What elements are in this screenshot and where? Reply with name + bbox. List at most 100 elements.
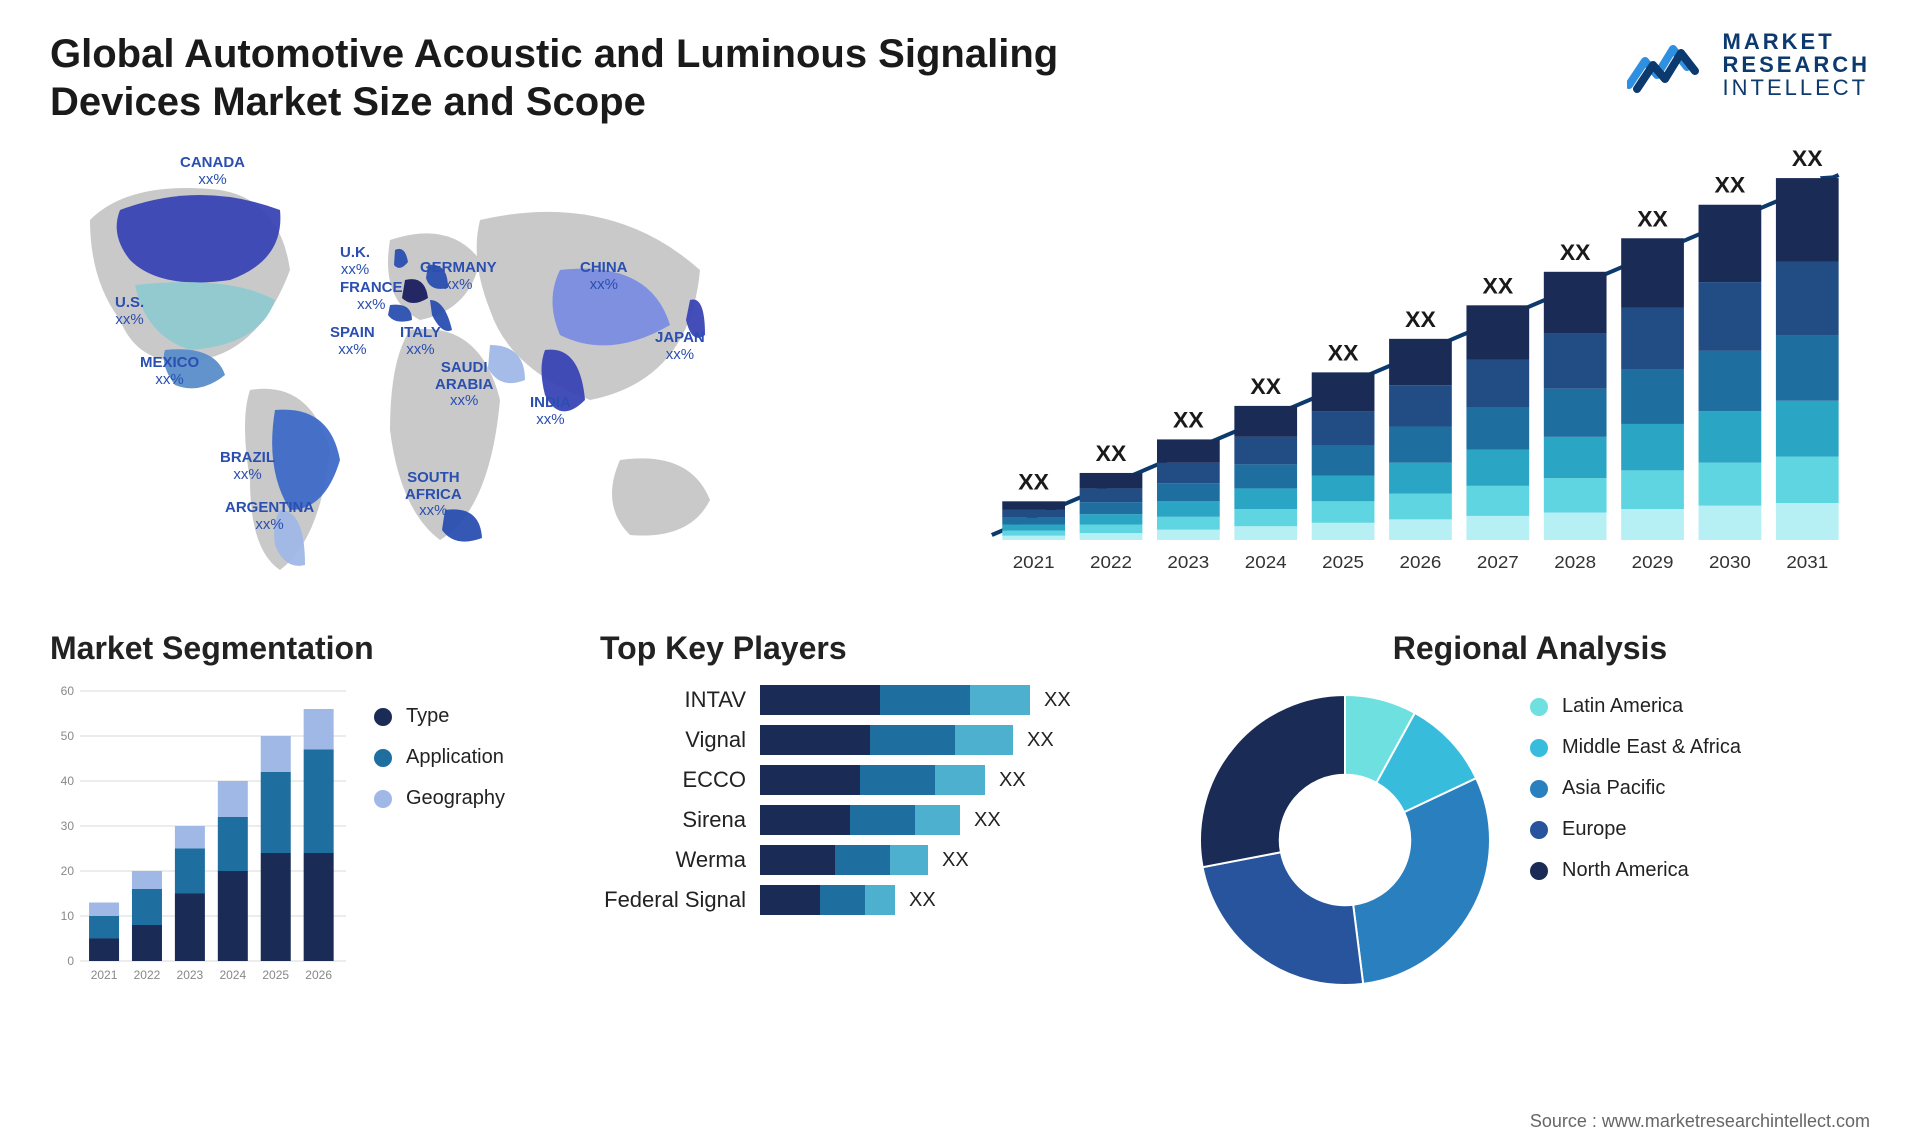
market-size-bar-chart: XX 2021 XX 2022 XX 2023 XX 2024 XX 2025 XX 2026 XX 20… <box>950 150 1870 580</box>
player-row: Federal Signal XX <box>600 885 1160 915</box>
svg-text:XX: XX <box>1173 408 1204 432</box>
player-value: XX <box>1044 689 1071 712</box>
svg-text:2022: 2022 <box>1090 551 1132 572</box>
svg-text:30: 30 <box>61 819 75 833</box>
svg-text:XX: XX <box>1560 240 1591 264</box>
regional-title: Regional Analysis <box>1190 630 1870 667</box>
svg-text:20: 20 <box>61 864 75 878</box>
players-title: Top Key Players <box>600 630 1160 667</box>
svg-text:0: 0 <box>67 954 74 968</box>
player-bar <box>760 685 1030 715</box>
player-row: Sirena XX <box>600 805 1160 835</box>
svg-text:XX: XX <box>1096 441 1127 465</box>
svg-text:2023: 2023 <box>1167 551 1209 572</box>
player-row: Vignal XX <box>600 725 1160 755</box>
svg-text:50: 50 <box>61 729 75 743</box>
svg-text:XX: XX <box>1018 470 1049 494</box>
map-region-label: U.K.xx% <box>340 245 370 278</box>
player-bar <box>760 885 895 915</box>
legend-item: Asia Pacific <box>1530 777 1741 800</box>
page-title: Global Automotive Acoustic and Luminous … <box>50 30 1150 126</box>
map-region-label: SOUTHAFRICAxx% <box>405 470 462 520</box>
world-map-chart: CANADAxx% U.S.xx% MEXICOxx% BRAZILxx% ARGENT… <box>50 150 910 580</box>
player-value: XX <box>1027 729 1054 752</box>
player-bar <box>760 725 1013 755</box>
map-region-label: SPAINxx% <box>330 325 375 358</box>
player-name: Sirena <box>600 807 760 833</box>
player-value: XX <box>942 849 969 872</box>
player-name: Vignal <box>600 727 760 753</box>
svg-text:2022: 2022 <box>134 968 161 982</box>
legend-item: Middle East & Africa <box>1530 736 1741 759</box>
market-segmentation-panel: Market Segmentation 0 10 20 30 40 50 60 2021 202… <box>50 630 570 985</box>
map-region-label: JAPANxx% <box>655 330 705 363</box>
svg-text:2027: 2027 <box>1477 551 1519 572</box>
source-attribution: Source : www.marketresearchintellect.com <box>1530 1111 1870 1132</box>
map-region-label: CHINAxx% <box>580 260 628 293</box>
svg-text:XX: XX <box>1405 307 1436 331</box>
svg-text:2026: 2026 <box>1400 551 1442 572</box>
svg-text:XX: XX <box>1637 207 1668 231</box>
map-region-label: INDIAxx% <box>530 395 571 428</box>
top-key-players-panel: Top Key Players INTAVXXVignalXXECCOXXSir… <box>600 630 1160 925</box>
players-bar-chart: INTAVXXVignalXXECCOXXSirenaXXWermaXXFede… <box>600 685 1160 915</box>
svg-text:2024: 2024 <box>1245 551 1287 572</box>
segmentation-legend: Type Application Geography <box>374 685 505 985</box>
player-name: Federal Signal <box>600 887 760 913</box>
svg-text:XX: XX <box>1250 374 1281 398</box>
player-name: Werma <box>600 847 760 873</box>
brand-logo: MARKET RESEARCH INTELLECT <box>1627 30 1870 99</box>
svg-text:2030: 2030 <box>1709 551 1751 572</box>
map-region-label: FRANCExx% <box>340 280 403 313</box>
legend-item: North America <box>1530 859 1741 882</box>
logo-text: MARKET RESEARCH INTELLECT <box>1723 30 1870 99</box>
map-region-label: GERMANYxx% <box>420 260 497 293</box>
legend-item: Application <box>374 746 505 769</box>
player-bar <box>760 765 985 795</box>
regional-donut-chart <box>1190 685 1500 995</box>
legend-item: Latin America <box>1530 695 1741 718</box>
map-region-label: ITALYxx% <box>400 325 441 358</box>
player-value: XX <box>999 769 1026 792</box>
svg-text:XX: XX <box>1328 341 1359 365</box>
logo-mark-icon <box>1627 35 1709 95</box>
svg-text:2025: 2025 <box>1322 551 1364 572</box>
svg-text:2023: 2023 <box>177 968 204 982</box>
svg-text:2026: 2026 <box>305 968 332 982</box>
map-region-label: ARGENTINAxx% <box>225 500 314 533</box>
map-region-label: U.S.xx% <box>115 295 144 328</box>
svg-text:60: 60 <box>61 685 75 698</box>
player-row: INTAV XX <box>600 685 1160 715</box>
player-name: INTAV <box>600 687 760 713</box>
segmentation-bar-chart: 0 10 20 30 40 50 60 2021 2022 2023 2024 2025 2026 <box>50 685 350 985</box>
player-bar <box>760 805 960 835</box>
map-region-label: CANADAxx% <box>180 155 245 188</box>
player-value: XX <box>909 889 936 912</box>
svg-text:XX: XX <box>1482 274 1513 298</box>
svg-text:2031: 2031 <box>1786 551 1828 572</box>
map-region-label: SAUDIARABIAxx% <box>435 360 493 410</box>
player-name: ECCO <box>600 767 760 793</box>
player-row: Werma XX <box>600 845 1160 875</box>
regional-legend: Latin America Middle East & Africa Asia Pa… <box>1530 685 1741 900</box>
svg-text:40: 40 <box>61 774 75 788</box>
svg-text:XX: XX <box>1715 173 1746 197</box>
legend-item: Type <box>374 705 505 728</box>
regional-analysis-panel: Regional Analysis Latin America Middle Ea… <box>1190 630 1870 995</box>
segmentation-title: Market Segmentation <box>50 630 570 667</box>
legend-item: Geography <box>374 787 505 810</box>
svg-text:10: 10 <box>61 909 75 923</box>
svg-text:2021: 2021 <box>91 968 118 982</box>
player-bar <box>760 845 928 875</box>
svg-text:2025: 2025 <box>262 968 289 982</box>
map-region-label: BRAZILxx% <box>220 450 275 483</box>
legend-item: Europe <box>1530 818 1741 841</box>
player-row: ECCO XX <box>600 765 1160 795</box>
svg-text:2028: 2028 <box>1554 551 1596 572</box>
svg-text:2021: 2021 <box>1013 551 1055 572</box>
svg-text:2029: 2029 <box>1632 551 1674 572</box>
svg-text:XX: XX <box>1792 150 1823 171</box>
player-value: XX <box>974 809 1001 832</box>
map-region-label: MEXICOxx% <box>140 355 199 388</box>
svg-text:2024: 2024 <box>219 968 246 982</box>
